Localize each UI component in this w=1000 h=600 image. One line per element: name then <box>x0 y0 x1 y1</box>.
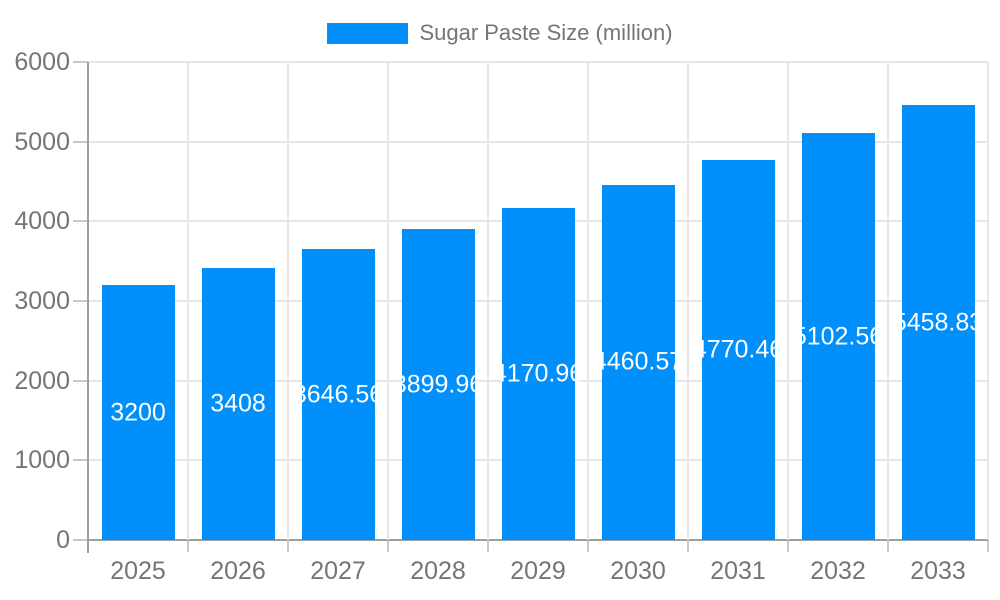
x-tick <box>587 541 589 552</box>
bar-2027[interactable] <box>301 249 375 540</box>
y-tick <box>73 220 88 223</box>
bar-value-label: 5102.56 <box>792 322 884 351</box>
gridline-v <box>287 62 289 540</box>
gridline-h <box>88 140 988 143</box>
x-tick <box>787 541 789 552</box>
bar-value-label: 4770.46 <box>692 335 784 364</box>
bar-value-label: 4460.57 <box>592 347 684 376</box>
x-tick-label: 2033 <box>910 557 966 585</box>
bar-2031[interactable] <box>701 159 775 540</box>
bar-2026[interactable] <box>201 268 275 540</box>
gridline-v <box>687 62 689 540</box>
bar-value-label: 3200 <box>110 398 166 427</box>
gridline-v <box>587 62 589 540</box>
x-axis-line <box>87 539 989 541</box>
gridline-v <box>787 62 789 540</box>
y-tick-label: 0 <box>56 526 70 554</box>
bar-value-label: 3899.96 <box>392 370 484 399</box>
gridline-h <box>88 61 988 63</box>
y-tick-label: 5000 <box>14 127 70 156</box>
y-tick <box>73 379 88 382</box>
gridline-v <box>987 62 989 540</box>
bar-2030[interactable] <box>601 184 675 540</box>
bar-2025[interactable] <box>101 285 175 540</box>
x-tick <box>987 541 989 552</box>
bar-value-label: 4170.96 <box>492 359 584 388</box>
x-tick <box>387 541 389 552</box>
bar-value-label: 3646.56 <box>292 380 384 409</box>
x-tick-label: 2026 <box>210 557 266 585</box>
bar-value-label: 5458.83 <box>892 308 984 337</box>
x-tick-label: 2030 <box>610 557 666 585</box>
legend[interactable]: Sugar Paste Size (million) <box>0 20 1000 46</box>
bar-2032[interactable] <box>801 133 875 540</box>
gridline-v <box>187 62 189 540</box>
y-tick <box>73 140 88 143</box>
x-tick-label: 2032 <box>810 557 866 585</box>
y-tick <box>73 459 88 462</box>
y-tick <box>73 61 88 63</box>
bar-2029[interactable] <box>501 207 575 540</box>
gridline-v <box>887 62 889 540</box>
y-tick-label: 4000 <box>14 207 70 236</box>
x-tick <box>487 541 489 552</box>
x-tick-label: 2029 <box>510 557 566 585</box>
x-tick <box>887 541 889 552</box>
gridline-v <box>487 62 489 540</box>
x-tick-label: 2027 <box>310 557 366 585</box>
y-tick-label: 2000 <box>14 366 70 395</box>
x-tick <box>187 541 189 552</box>
y-tick-label: 3000 <box>14 287 70 315</box>
bar-2028[interactable] <box>401 229 475 540</box>
bar-2033[interactable] <box>901 105 975 540</box>
y-tick-label: 6000 <box>14 48 70 76</box>
bar-value-label: 3408 <box>210 389 266 418</box>
y-tick-label: 1000 <box>14 446 70 475</box>
x-tick-label: 2025 <box>110 557 166 585</box>
y-tick <box>73 539 88 541</box>
gridline-v <box>387 62 389 540</box>
y-axis-line <box>87 62 89 553</box>
y-tick <box>73 300 88 302</box>
x-tick <box>687 541 689 552</box>
legend-label: Sugar Paste Size (million) <box>419 20 673 45</box>
x-tick <box>287 541 289 552</box>
legend-swatch <box>327 22 409 44</box>
x-tick-label: 2031 <box>710 557 766 585</box>
x-tick-label: 2028 <box>410 557 466 585</box>
